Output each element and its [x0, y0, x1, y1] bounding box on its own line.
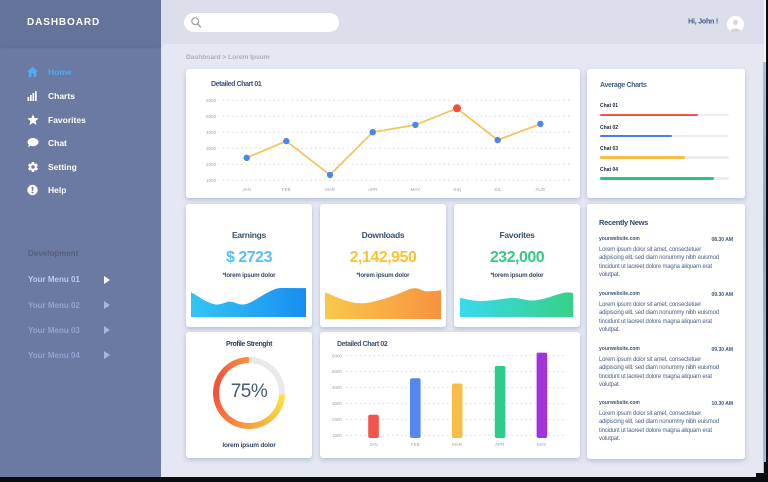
svg-text:MAR: MAR	[452, 442, 463, 447]
svg-text:AUG: AUG	[536, 187, 546, 192]
svg-text:6000: 6000	[206, 98, 217, 103]
svg-text:MAY: MAY	[537, 442, 546, 447]
svg-text:2000: 2000	[332, 417, 343, 422]
svg-text:6000: 6000	[332, 353, 343, 358]
svg-text:JUN: JUN	[453, 187, 462, 192]
svg-text:1000: 1000	[206, 178, 217, 183]
svg-text:4000: 4000	[206, 130, 217, 135]
svg-text:2000: 2000	[206, 162, 217, 167]
svg-text:3000: 3000	[332, 401, 343, 406]
svg-text:JUL: JUL	[494, 187, 502, 192]
svg-text:APR: APR	[368, 187, 378, 192]
svg-text:JAN: JAN	[369, 442, 378, 447]
svg-text:5000: 5000	[332, 369, 343, 374]
svg-text:JAN: JAN	[242, 187, 251, 192]
svg-text:FEB: FEB	[411, 442, 420, 447]
svg-text:3000: 3000	[206, 146, 217, 151]
svg-text:MAY: MAY	[411, 187, 420, 192]
svg-text:4000: 4000	[332, 385, 343, 390]
svg-text:5000: 5000	[206, 114, 217, 119]
svg-text:APR: APR	[495, 442, 505, 447]
svg-text:1000: 1000	[332, 433, 343, 438]
svg-text:FEB: FEB	[282, 187, 291, 192]
svg-text:MAR: MAR	[325, 187, 336, 192]
